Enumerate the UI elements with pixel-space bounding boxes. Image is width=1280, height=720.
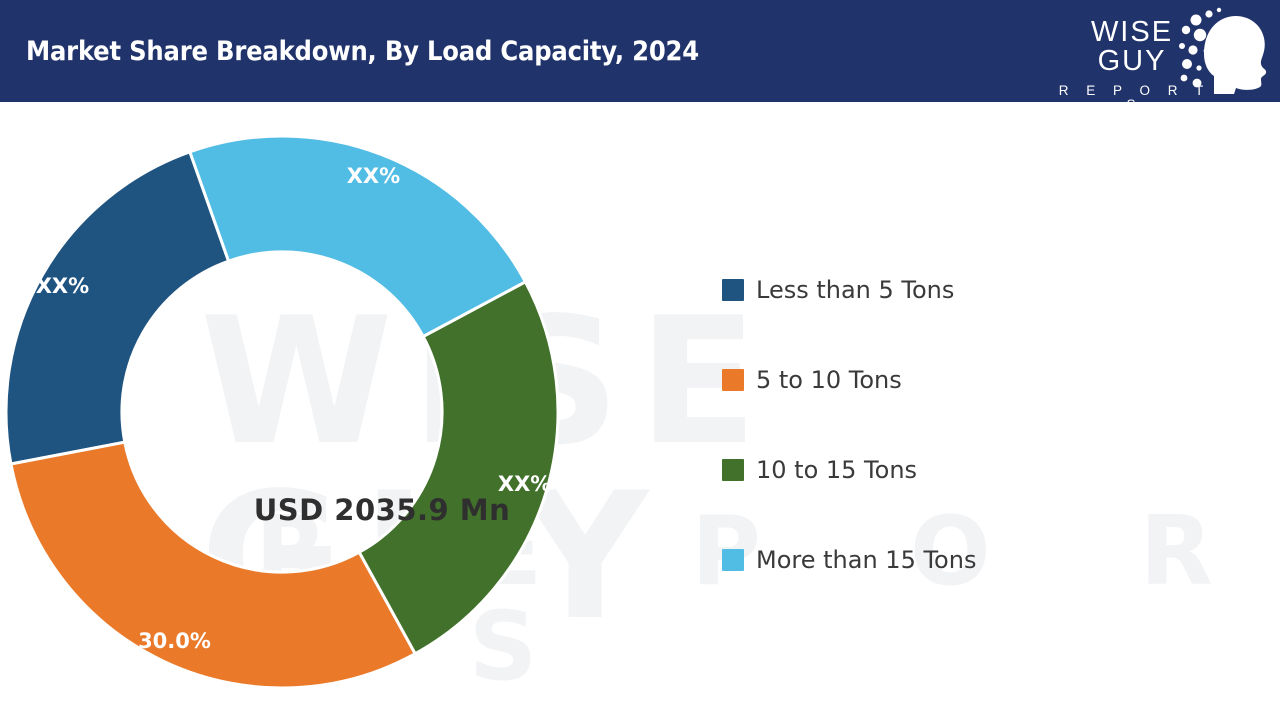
- legend-swatch-icon: [722, 279, 744, 301]
- donut-slice[interactable]: [357, 279, 560, 656]
- legend-item-more-than-15-tons[interactable]: More than 15 Tons: [722, 515, 1122, 605]
- donut-slice-label: XX%: [36, 274, 89, 298]
- legend-item-10-to-15-tons[interactable]: 10 to 15 Tons: [722, 425, 1122, 515]
- legend-item-5-to-10-tons[interactable]: 5 to 10 Tons: [722, 335, 1122, 425]
- legend-item-label: 5 to 10 Tons: [756, 366, 902, 394]
- donut-wedge-group: [4, 134, 560, 690]
- logo-wordmark: WISE GUY R E P O R T S: [1052, 18, 1212, 111]
- donut-center-value: USD 2035.9 Mn: [253, 493, 511, 527]
- legend-item-less-than-5-tons[interactable]: Less than 5 Tons: [722, 245, 1122, 335]
- chart-legend: Less than 5 Tons 5 to 10 Tons 10 to 15 T…: [722, 245, 1122, 605]
- legend-item-label: More than 15 Tons: [756, 546, 977, 574]
- donut-slice[interactable]: [9, 440, 418, 690]
- dotted-head-silhouette-icon: [1179, 7, 1267, 94]
- legend-swatch-icon: [722, 459, 744, 481]
- donut-slice-label: 30.0%: [138, 629, 211, 653]
- legend-swatch-icon: [722, 549, 744, 571]
- page-title: Market Share Breakdown, By Load Capacity…: [26, 35, 699, 67]
- logo-line-1: WISE GUY: [1090, 16, 1174, 77]
- legend-item-label: 10 to 15 Tons: [756, 456, 918, 484]
- donut-label-group: XX% 30.0% XX% XX%: [36, 164, 552, 653]
- header-divider: [0, 102, 1280, 105]
- donut-chart-svg: XX% 30.0% XX% XX%: [4, 134, 560, 690]
- donut-slice-label: XX%: [498, 472, 551, 496]
- page-header: Market Share Breakdown, By Load Capacity…: [0, 0, 1280, 111]
- donut-slice-label: XX%: [347, 164, 400, 188]
- legend-swatch-icon: [722, 369, 744, 391]
- legend-item-label: Less than 5 Tons: [756, 276, 955, 304]
- donut-slice[interactable]: [187, 134, 528, 339]
- wise-guy-reports-logo: WISE GUY R E P O R T S: [1046, 6, 1274, 111]
- donut-chart: XX% 30.0% XX% XX% USD 2035.9 Mn: [0, 105, 720, 720]
- donut-slice[interactable]: [4, 149, 231, 466]
